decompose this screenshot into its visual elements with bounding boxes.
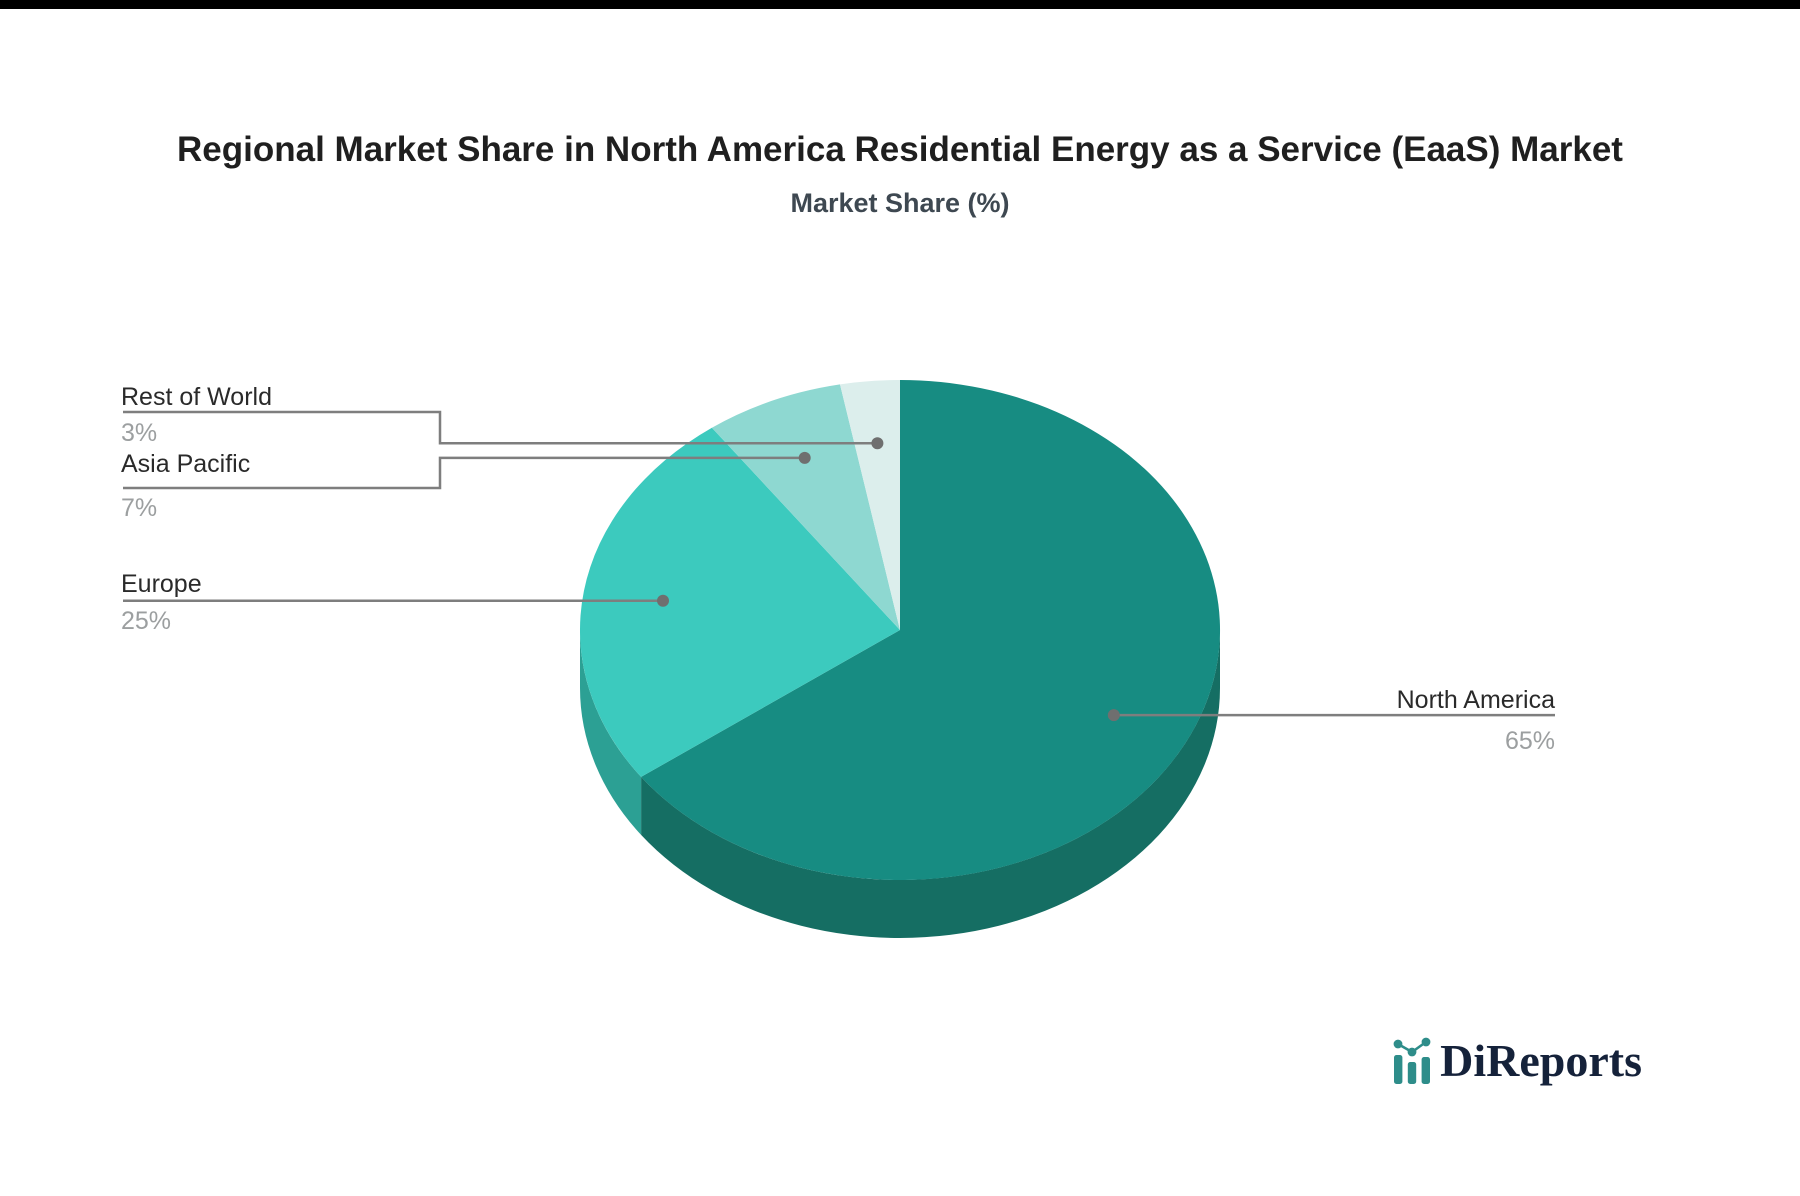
direports-logo-text: DiReports (1440, 1035, 1642, 1086)
pie-slice-europe[interactable] (579, 427, 900, 777)
slice-value-rest-of-world: 3% (121, 419, 158, 447)
bar-line-chart-icon (1393, 1037, 1431, 1084)
slice-label-north-america: North America (1396, 686, 1555, 714)
slice-value-europe: 25% (121, 607, 172, 635)
pie-slice-side-north_america (641, 630, 1220, 938)
leader-dot-north_america (1107, 709, 1120, 722)
leader-dot-rest_of_world (871, 437, 884, 450)
slice-label-asia-pacific: Asia Pacific (121, 450, 251, 478)
pie-slice-side-europe (580, 630, 642, 835)
leader-dot-europe (657, 594, 669, 607)
chart-title: Regional Market Share in North America R… (177, 130, 1623, 169)
slice-value-north-america: 65% (1504, 727, 1555, 755)
leader-lines (123, 410, 1555, 717)
leader-dot-asia_pacific (798, 451, 811, 464)
direports-logo: DiReports (1391, 1036, 1642, 1086)
pie-slice-north_america[interactable] (641, 380, 1221, 881)
chart-subtitle: Market Share (%) (790, 188, 1010, 218)
pie-slice-asia_pacific[interactable] (711, 384, 900, 630)
slice-value-asia-pacific: 7% (121, 494, 158, 522)
slice-label-rest-of-world: Rest of World (121, 383, 272, 411)
window-top-bar (0, 0, 1800, 9)
slice-label-europe: Europe (121, 570, 202, 598)
